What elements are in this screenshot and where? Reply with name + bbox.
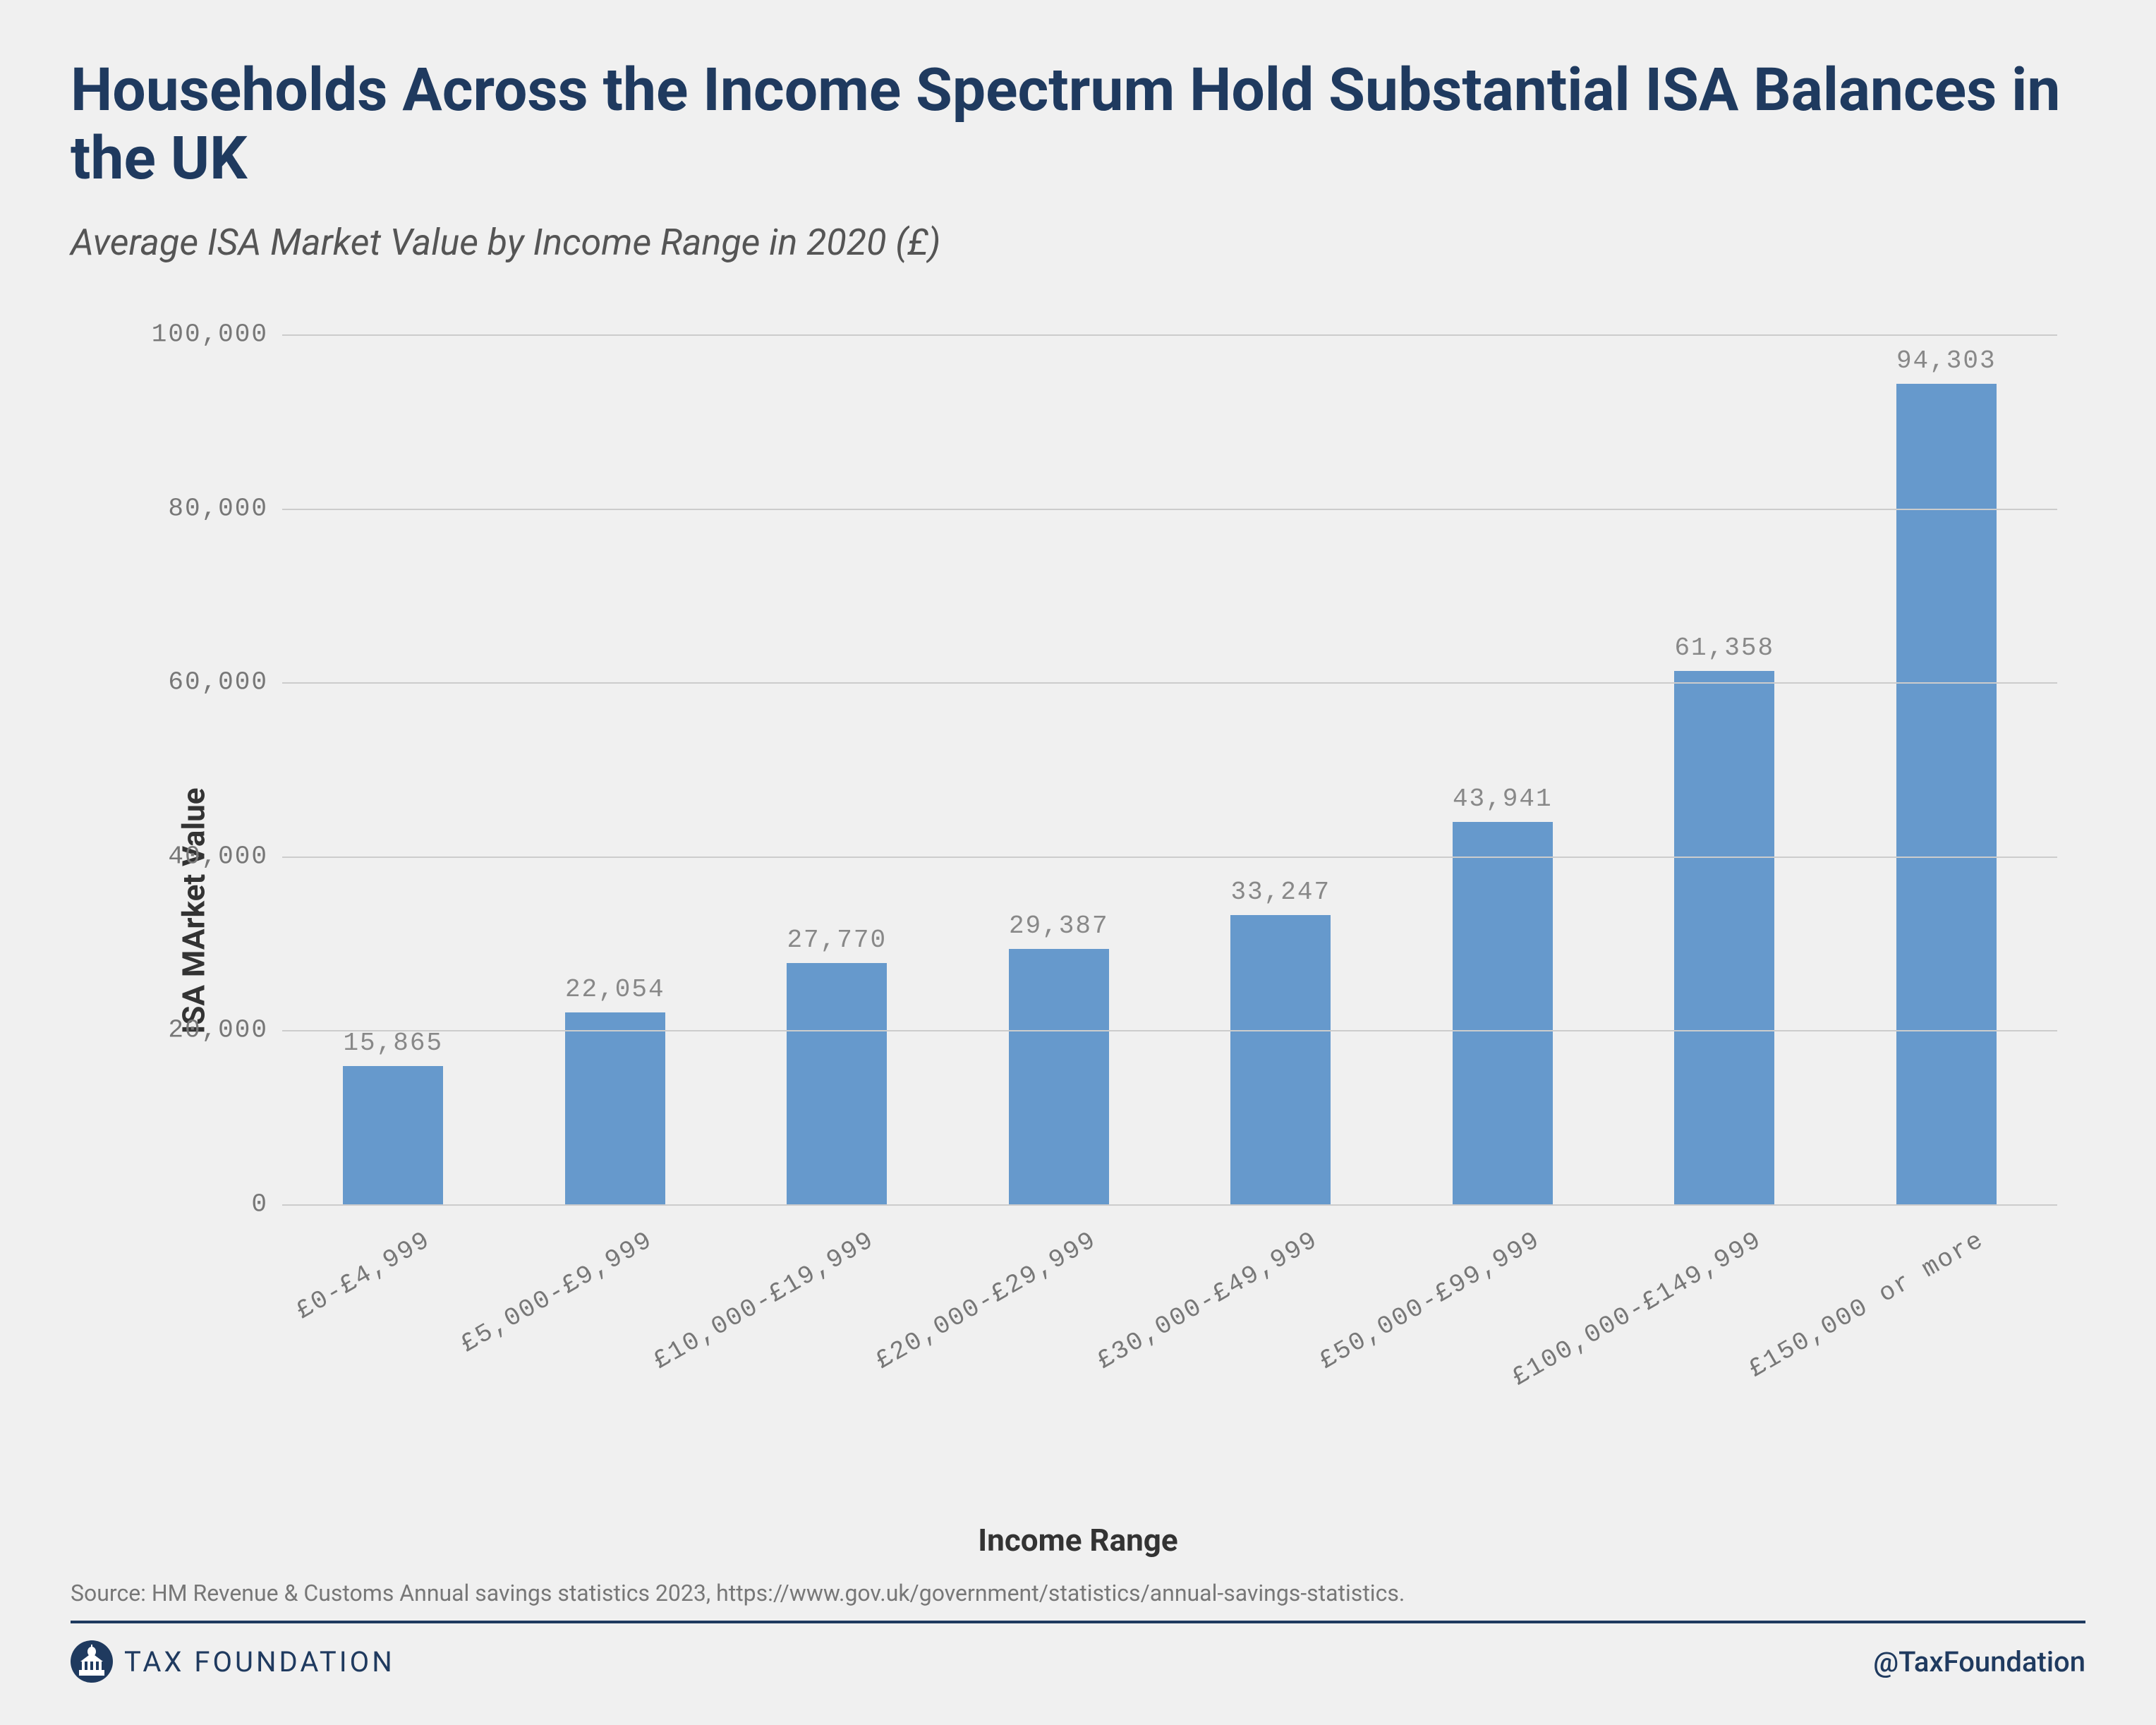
gridline [282, 509, 2057, 510]
y-tick-label: 80,000 [168, 494, 268, 523]
footer: TAX FOUNDATION @TaxFoundation [71, 1640, 2085, 1683]
y-tick-label: 100,000 [152, 320, 268, 349]
bar [1453, 822, 1553, 1204]
bars-group: 15,865 22,054 27,770 29,387 33,247 43,941 61,3… [282, 334, 2057, 1204]
bar-value-label: 61,358 [1674, 634, 1774, 662]
x-axis-label: Income Range [71, 1522, 2085, 1558]
plot-area: 15,865 22,054 27,770 29,387 33,247 43,941 61,3… [155, 306, 2085, 1472]
bar [1009, 949, 1109, 1204]
y-tick-label: 60,000 [168, 668, 268, 697]
x-tick-row: £0-£4,999£5,000-£9,999£10,000-£19,999£20… [282, 1204, 2057, 1472]
bar-slot: 61,358 [1613, 334, 1836, 1204]
bar-value-label: 94,303 [1896, 346, 1997, 375]
source-note: Source: HM Revenue & Customs Annual savi… [71, 1580, 2085, 1606]
chart-container: ISA MArket Value 15,86522,05427,77029,38… [71, 306, 2085, 1515]
bar-slot: 22,054 [504, 334, 727, 1204]
org-name: TAX FOUNDATION [124, 1645, 395, 1678]
chart-title: Households Across the Income Spectrum Ho… [71, 56, 2085, 193]
gridline [282, 857, 2057, 858]
bar-value-label: 27,770 [787, 926, 887, 955]
bar-slot: 33,247 [1170, 334, 1392, 1204]
x-tick-label: £0-£4,999 [291, 1225, 435, 1326]
bar-value-label: 29,387 [1009, 912, 1109, 940]
gridline [282, 682, 2057, 684]
capitol-icon [71, 1640, 113, 1683]
x-tick: £150,000 or more [1836, 1204, 2058, 1472]
bar-slot: 15,865 [282, 334, 504, 1204]
bar [565, 1012, 665, 1204]
bar [1674, 671, 1774, 1204]
chart-subtitle: Average ISA Market Value by Income Range… [71, 221, 2085, 264]
gridline [282, 1030, 2057, 1031]
bar-slot: 43,941 [1392, 334, 1614, 1204]
y-tick-label: 20,000 [168, 1016, 268, 1045]
org-logo: TAX FOUNDATION [71, 1640, 395, 1683]
bar-value-label: 22,054 [565, 975, 665, 1004]
bar-value-label: 15,865 [343, 1029, 443, 1058]
bar [1896, 384, 1997, 1204]
bar [343, 1066, 443, 1204]
bar-slot: 94,303 [1836, 334, 2058, 1204]
bar-slot: 29,387 [948, 334, 1170, 1204]
bar [1230, 915, 1331, 1204]
footer-divider [71, 1621, 2085, 1623]
bar-value-label: 43,941 [1453, 785, 1553, 813]
social-handle: @TaxFoundation [1873, 1645, 2085, 1678]
gridline [282, 334, 2057, 336]
bar-value-label: 33,247 [1230, 878, 1331, 907]
bar [787, 963, 887, 1204]
y-tick-label: 40,000 [168, 842, 268, 871]
bar-slot: 27,770 [726, 334, 948, 1204]
y-tick-label: 0 [251, 1190, 268, 1219]
grid-area: 15,865 22,054 27,770 29,387 33,247 43,941 61,3… [282, 334, 2057, 1204]
